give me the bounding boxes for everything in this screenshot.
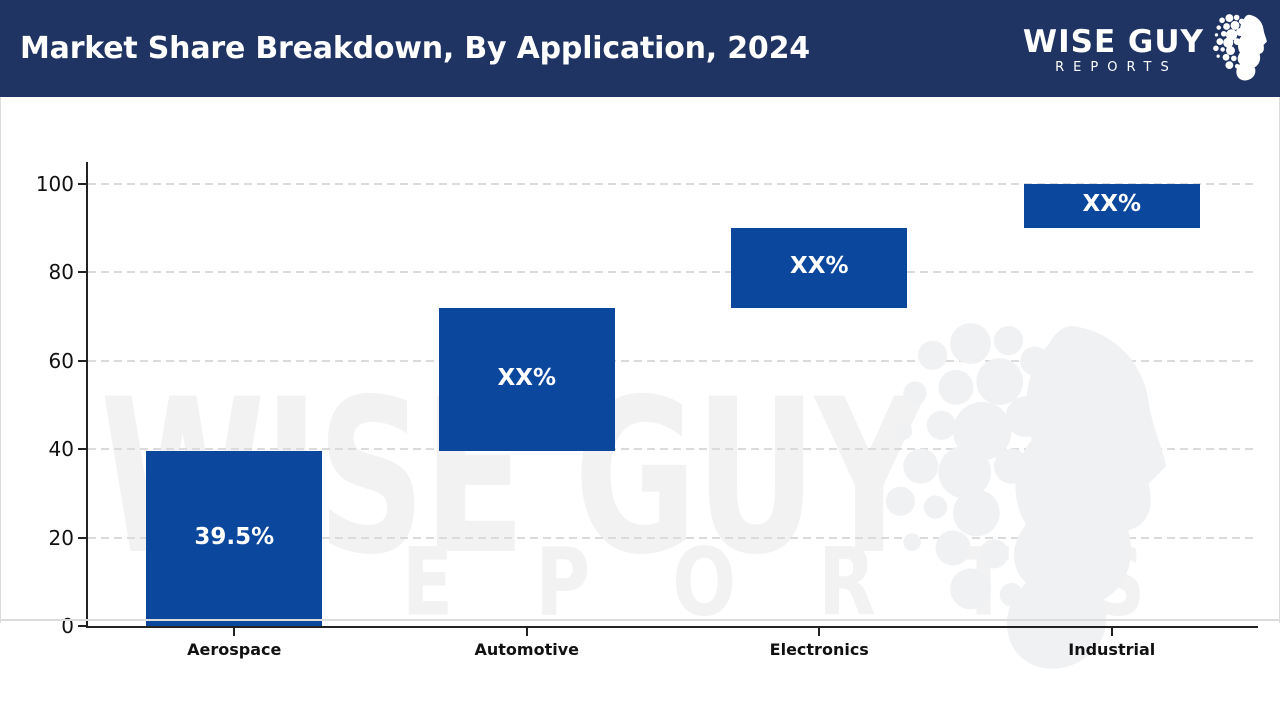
y-tick-20 [78,536,86,539]
bar-value-label-electronics: XX% [789,253,849,280]
wiseguy-logo: WISE GUY REPORTS [1023,8,1268,92]
y-tick-100 [78,183,86,186]
y-tick-label-40: 40 [48,437,74,462]
logo-brand-subtitle: REPORTS [1055,59,1178,75]
bar-value-label-industrial: XX% [1082,191,1141,218]
gridline-40 [88,448,1258,451]
chart-canvas: WISE GUY R E P O R T S 0 20 40 60 80 100 39.5%… [0,97,1280,720]
category-label-electronics: Electronics [769,640,869,659]
gridline-20 [88,536,1258,539]
bar-industrial [1023,184,1200,229]
y-tick-0 [78,625,86,627]
y-tick-60 [78,359,86,362]
x-tick-aerospace [233,628,236,636]
logo-brand-name: WISE GUY [1022,23,1204,60]
y-axis-line [86,162,88,628]
page-title: Market Share Breakdown, By Application, … [20,31,810,66]
bar-electronics [731,228,908,308]
y-tick-label-20: 20 [48,525,74,550]
bar-value-label-aerospace: 39.5% [194,523,275,550]
y-tick-label-100: 100 [35,172,74,197]
gridline-60 [88,359,1258,362]
wiseguy-logo-text: WISE GUY REPORTS [1023,25,1204,76]
gridline-100 [88,183,1258,186]
bar-aerospace [146,451,323,626]
header-band: Market Share Breakdown, By Application, … [0,0,1280,97]
x-axis-line [86,626,1258,628]
page-bottom-border [0,619,1280,621]
x-tick-industrial [1110,628,1113,636]
page-left-border [0,0,1,623]
y-tick-label-80: 80 [48,260,74,285]
wiseguy-face-icon [1213,14,1267,81]
category-label-aerospace: Aerospace [187,640,282,659]
category-label-automotive: Automotive [474,640,580,659]
bar-value-label-automotive: XX% [497,364,556,391]
y-tick-label-60: 60 [48,348,74,373]
bar-automotive [438,307,615,452]
y-tick-80 [78,271,86,274]
category-label-industrial: Industrial [1068,640,1156,659]
watermark-face-icon [885,323,1167,669]
x-tick-electronics [818,628,821,636]
gridline-80 [88,271,1258,274]
y-tick-40 [78,448,86,451]
x-tick-automotive [525,628,528,636]
